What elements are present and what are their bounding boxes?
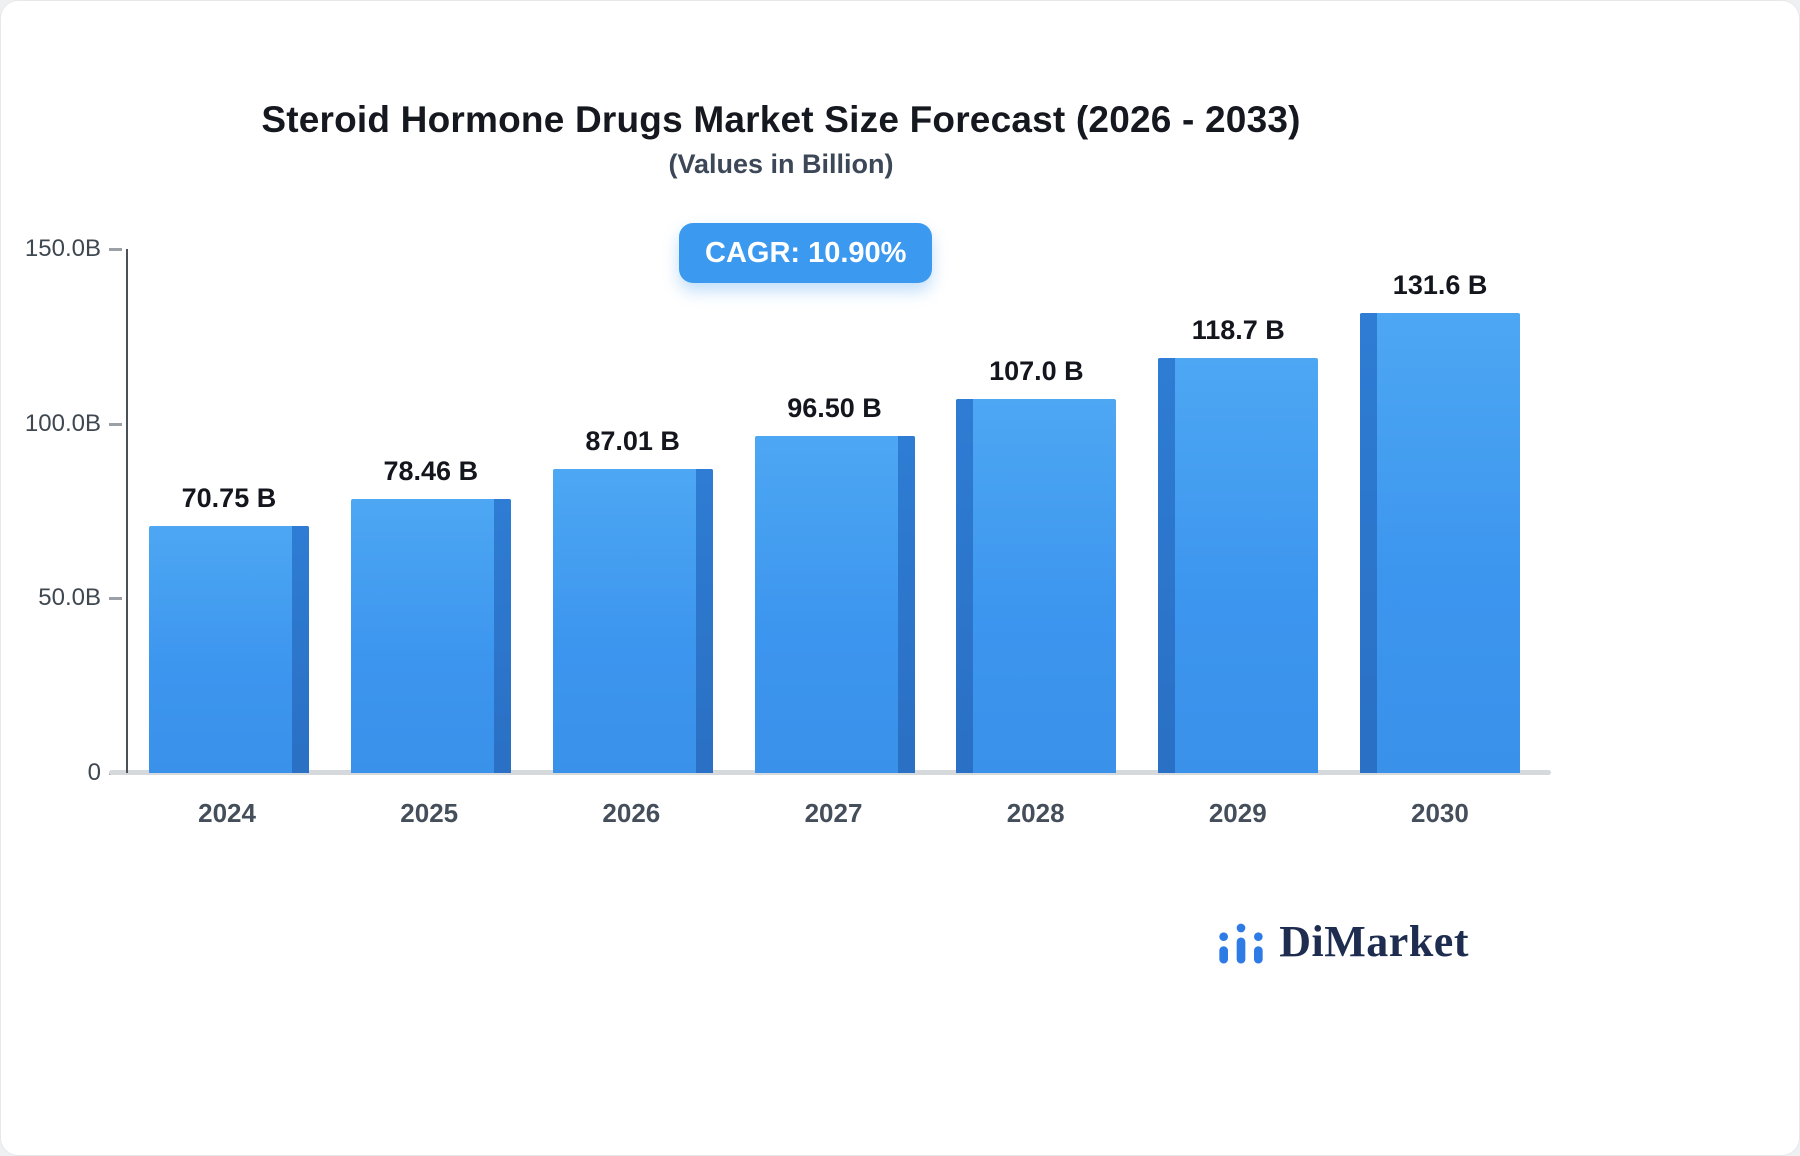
bar-chart-logo-icon [1219, 923, 1263, 964]
bar-value-label: 78.46 B [383, 455, 479, 486]
y-tick-label: 0 [87, 759, 101, 786]
bar-group: 118.7 B [1137, 249, 1339, 773]
bar-value-label: 70.75 B [181, 482, 277, 513]
bar-group: 87.01 B [532, 249, 734, 773]
y-tick-mark [109, 597, 122, 601]
brand-logo: DiMarket [1215, 915, 1469, 967]
bar [1360, 313, 1521, 773]
bar-value-label: 118.7 B [1191, 315, 1285, 346]
brand-logo-text: DiMarket [1279, 916, 1469, 966]
y-tick: 50.0B [19, 584, 126, 612]
chart-title: Steroid Hormone Drugs Market Size Foreca… [261, 99, 1301, 140]
bar [956, 399, 1117, 773]
bar-group: 107.0 B [935, 249, 1137, 773]
y-tick-label: 150.0B [24, 235, 101, 262]
bar-group: 70.75 B [128, 249, 330, 774]
x-axis-category-label: 2027 [804, 798, 863, 828]
cagr-badge: CAGR: 10.90% [679, 223, 933, 283]
y-tick-label: 50.0B [38, 584, 101, 612]
y-axis: 0 50.0B 100.0B 150.0B [19, 235, 126, 786]
bar [754, 435, 915, 774]
bar-group: 131.6 B [1339, 249, 1541, 773]
bar-value-label: 131.6 B [1392, 270, 1488, 301]
bar-value-label: 87.01 B [585, 426, 680, 457]
chart-subtitle: (Values in Billion) [668, 149, 894, 179]
bar-group: 78.46 B [330, 249, 532, 774]
y-tick-label: 100.0B [24, 409, 101, 437]
bar [350, 498, 511, 774]
bars-container: 70.75 B 78.46 B 87.01 B 96.50 B 107.0 B 118.7… [128, 249, 1541, 774]
x-axis-category-label: 2024 [198, 798, 256, 828]
chart-region: 0 50.0B 100.0B 150.0B 70.75 B 78.46 B 87.01 B… [19, 235, 1551, 829]
y-tick: 100.0B [19, 410, 126, 438]
x-axis-category-label: 2025 [400, 798, 459, 828]
bar-value-label: 107.0 B [989, 356, 1084, 387]
plot-area: 70.75 B 78.46 B 87.01 B 96.50 B 107.0 B 118.7… [126, 249, 1541, 774]
x-axis-labels: 2024 2025 2026 2027 2028 2029 2030 [126, 785, 1541, 829]
bar [552, 469, 713, 773]
x-axis-category-label: 2029 [1208, 798, 1267, 828]
x-axis-category-label: 2028 [1006, 798, 1065, 828]
y-tick-mark [109, 248, 122, 251]
bar [1158, 358, 1319, 773]
bar-value-label: 96.50 B [787, 392, 882, 423]
x-axis-category-label: 2030 [1410, 798, 1469, 828]
bar [148, 525, 309, 774]
x-axis-category-label: 2026 [602, 798, 661, 828]
bar-group: 96.50 B [734, 249, 936, 774]
y-tick: 150.0B [19, 235, 126, 263]
y-tick-mark [109, 422, 122, 426]
